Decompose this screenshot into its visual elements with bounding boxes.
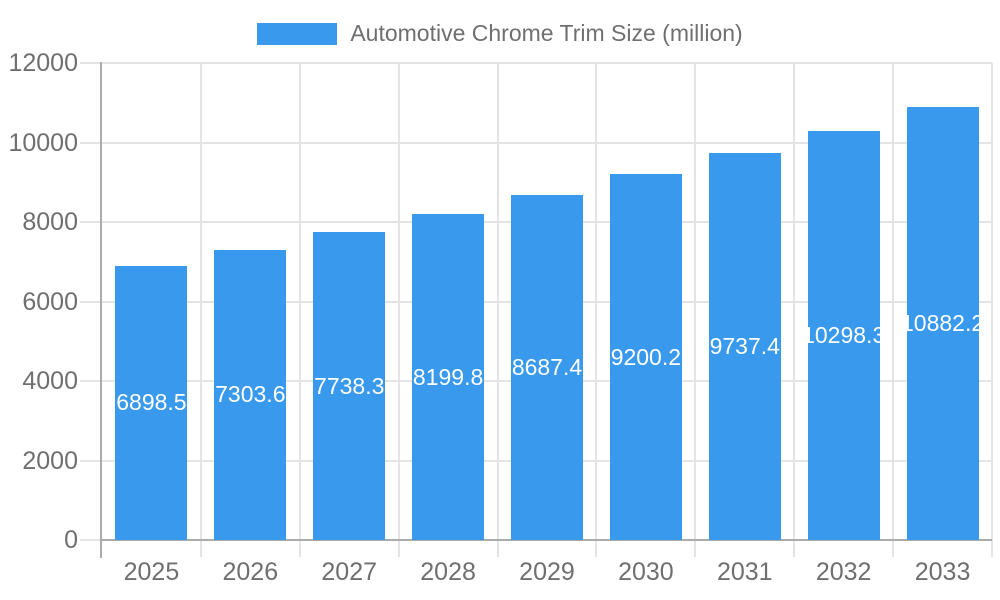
bar-value-label: 10298.3 [807, 321, 880, 348]
bar[interactable]: 7303.6 [214, 249, 287, 540]
legend-item[interactable]: Automotive Chrome Trim Size (million) [0, 20, 1000, 47]
gridline-vertical [694, 63, 697, 557]
bar-value-label: 7738.3 [314, 372, 385, 399]
gridline-vertical [793, 63, 796, 557]
bar[interactable]: 10882.2 [906, 107, 979, 540]
y-axis-line [100, 62, 102, 558]
y-tick-label: 12000 [8, 49, 78, 77]
bar[interactable]: 7738.3 [313, 232, 386, 540]
legend-swatch [257, 22, 338, 45]
bar-value-label: 9737.4 [709, 332, 780, 359]
y-axis-tick [80, 539, 102, 541]
bar[interactable]: 9200.2 [609, 174, 682, 540]
bar-value-label: 8199.8 [412, 363, 484, 390]
gridline-vertical [397, 63, 400, 557]
x-tick-label: 2026 [222, 558, 279, 586]
x-tick-label: 2025 [123, 558, 180, 586]
x-tick-label: 2031 [716, 558, 773, 586]
x-tick-label: 2033 [914, 558, 971, 586]
y-tick-label: 0 [64, 526, 78, 554]
gridline-horizontal [80, 141, 992, 144]
y-tick-label: 2000 [22, 446, 78, 475]
bar[interactable]: 9737.4 [708, 152, 781, 540]
x-tick-label: 2028 [420, 558, 476, 586]
gridline-vertical [199, 63, 202, 557]
x-tick-label: 2029 [519, 558, 575, 586]
bar-value-label: 8687.4 [511, 353, 583, 380]
x-tick-label: 2032 [815, 558, 872, 586]
y-tick-label: 8000 [22, 208, 78, 236]
bar-value-label: 6898.5 [116, 389, 187, 416]
y-tick-label: 6000 [22, 287, 78, 316]
x-tick-label: 2030 [618, 558, 674, 586]
bar[interactable]: 8199.8 [412, 214, 485, 540]
gridline-vertical [991, 63, 993, 557]
bar[interactable]: 6898.5 [115, 265, 188, 540]
bar[interactable]: 10298.3 [807, 130, 880, 540]
x-tick-label: 2027 [321, 558, 378, 586]
bar-value-label: 7303.6 [215, 381, 286, 408]
bar-value-label: 9200.2 [610, 343, 682, 370]
gridline-vertical [496, 63, 499, 557]
gridline-vertical [892, 63, 895, 557]
gridline-horizontal [80, 62, 992, 64]
y-tick-label: 4000 [22, 367, 78, 395]
gridline-vertical [298, 63, 301, 557]
legend-label: Automotive Chrome Trim Size (million) [350, 20, 743, 46]
y-tick-label: 10000 [8, 128, 78, 157]
bar[interactable]: 8687.4 [511, 194, 583, 540]
gridline-vertical [595, 63, 598, 557]
x-axis-line [100, 539, 992, 541]
bar-value-label: 10882.2 [906, 310, 979, 337]
